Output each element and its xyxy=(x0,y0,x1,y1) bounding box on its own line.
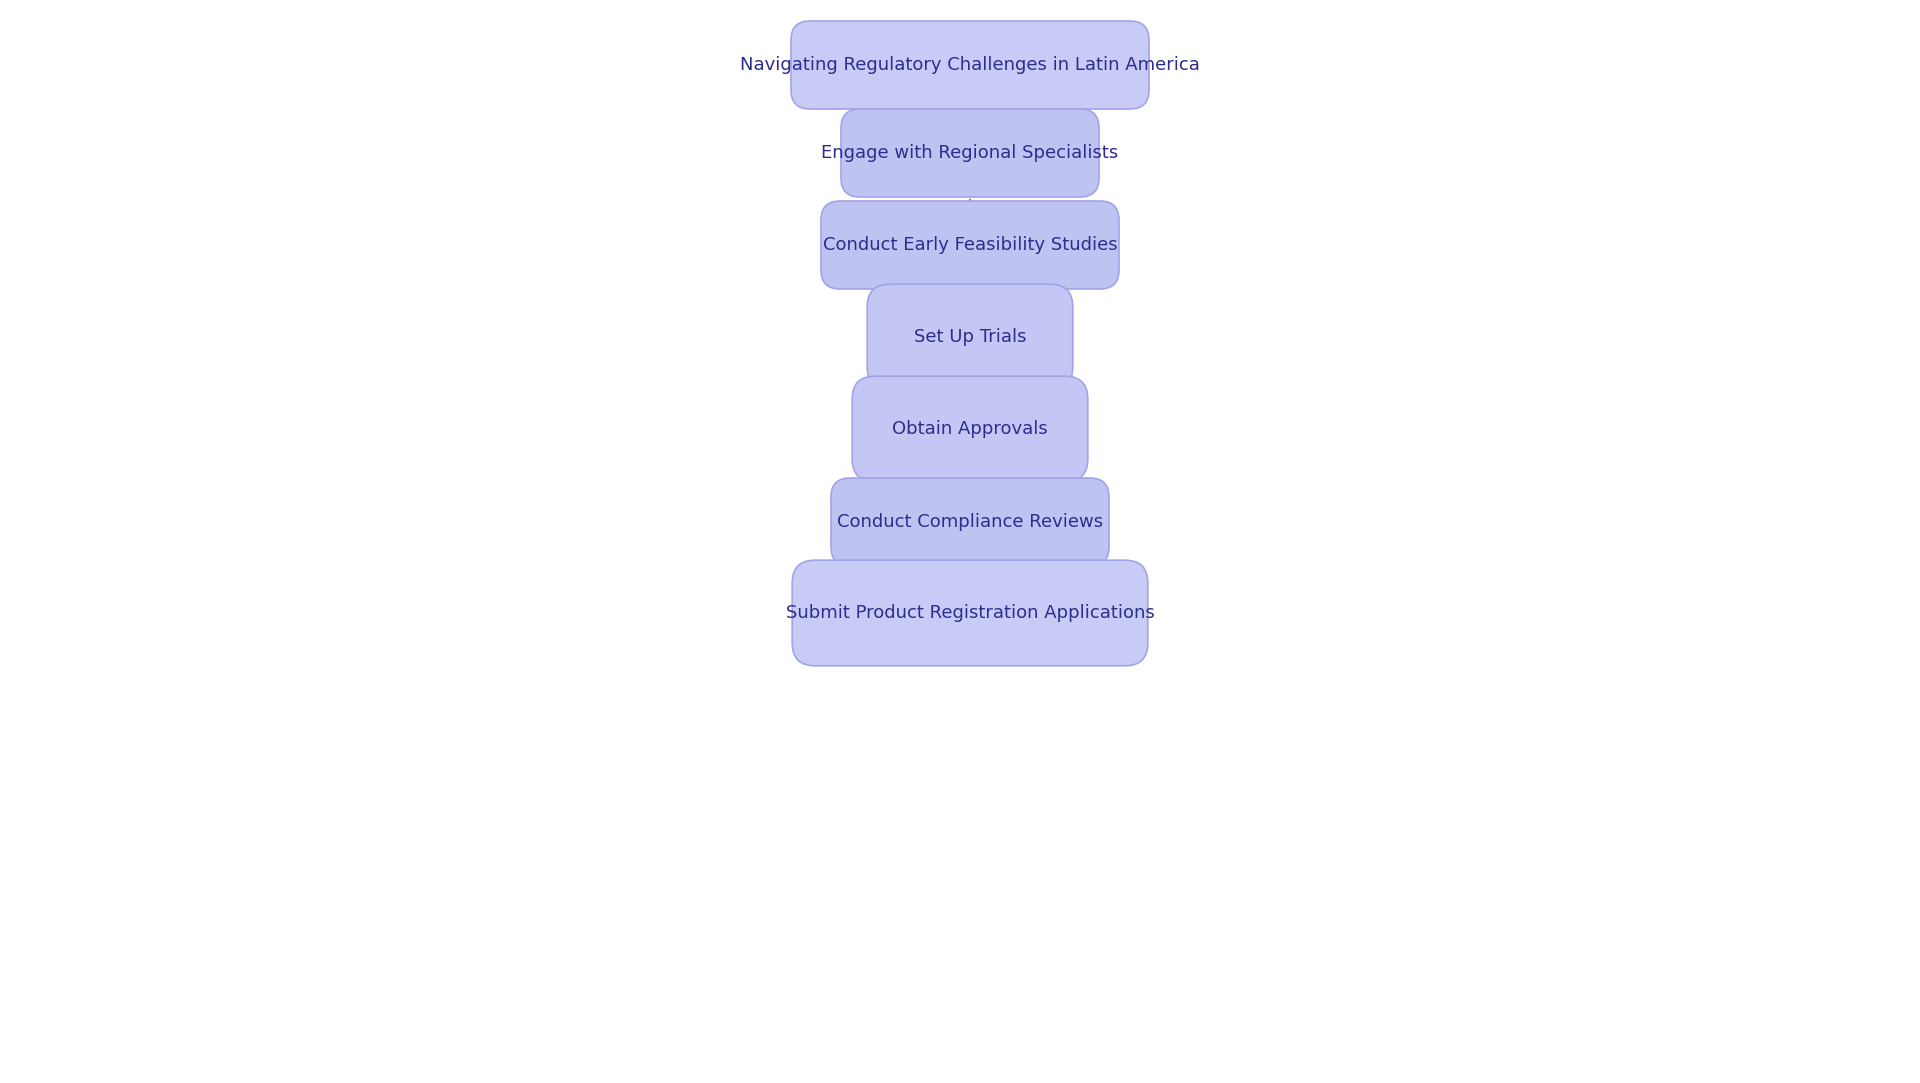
FancyBboxPatch shape xyxy=(822,201,1119,289)
FancyBboxPatch shape xyxy=(852,376,1089,482)
Text: Obtain Approvals: Obtain Approvals xyxy=(893,420,1048,438)
Text: Set Up Trials: Set Up Trials xyxy=(914,328,1027,345)
Text: Submit Product Registration Applications: Submit Product Registration Applications xyxy=(785,604,1154,622)
Text: Engage with Regional Specialists: Engage with Regional Specialists xyxy=(822,144,1119,162)
FancyBboxPatch shape xyxy=(841,109,1098,197)
Text: Navigating Regulatory Challenges in Latin America: Navigating Regulatory Challenges in Lati… xyxy=(739,56,1200,74)
Text: Conduct Early Feasibility Studies: Conduct Early Feasibility Studies xyxy=(822,236,1117,255)
FancyBboxPatch shape xyxy=(791,21,1148,109)
FancyBboxPatch shape xyxy=(831,478,1110,566)
FancyBboxPatch shape xyxy=(868,284,1073,390)
FancyBboxPatch shape xyxy=(793,560,1148,666)
Text: Conduct Compliance Reviews: Conduct Compliance Reviews xyxy=(837,513,1104,531)
